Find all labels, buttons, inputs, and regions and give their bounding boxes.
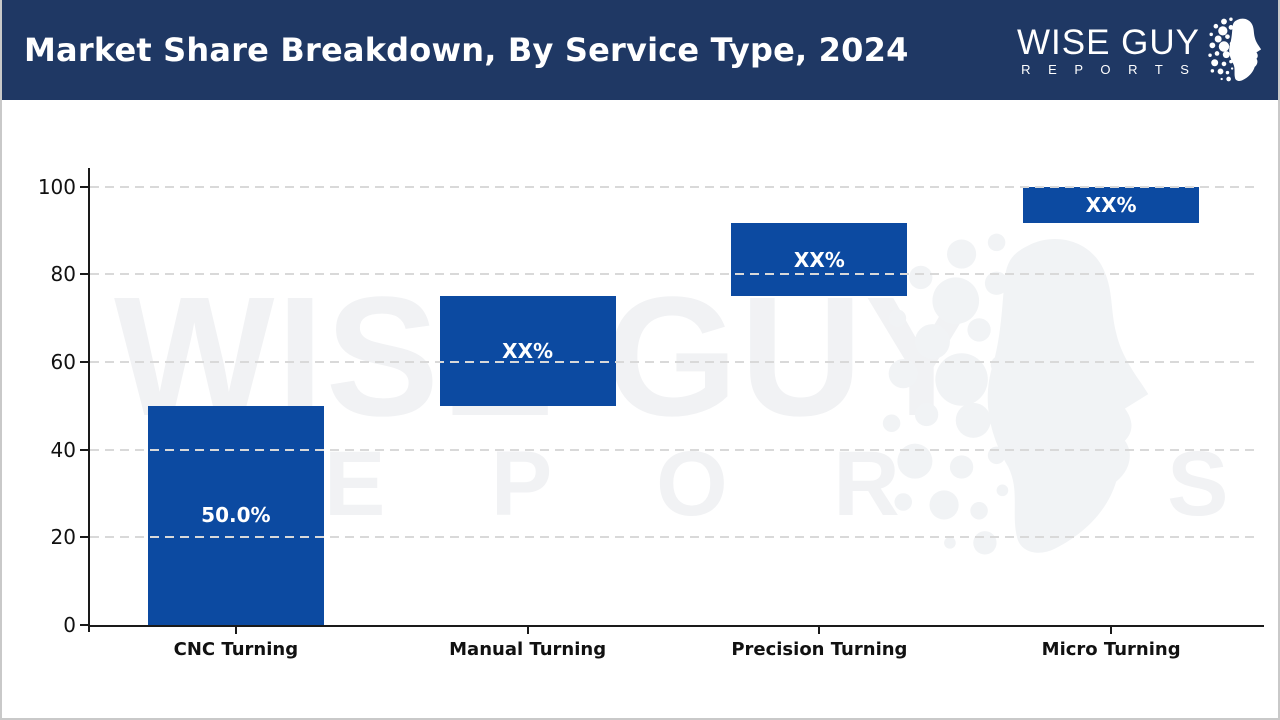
chart-title: Market Share Breakdown, By Service Type,… [24,31,909,69]
category-label-manual-turning: Manual Turning [449,639,607,660]
y-axis-tick [80,536,88,539]
y-axis-tick-label: 0 [63,613,76,637]
x-axis-tick [526,627,529,634]
category-label-cnc-turning: CNC Turning [173,639,299,660]
bar-value-label: XX% [793,247,845,272]
gridline-20 [90,536,1257,539]
bar-value-label: XX% [1085,192,1137,217]
bar-micro-turning [1023,186,1200,223]
gridline-60 [90,360,1257,363]
category-label-precision-turning: Precision Turning [731,639,908,660]
x-axis-tick [1110,627,1113,634]
gridline-100 [90,185,1257,188]
y-axis-tick-label: 20 [50,525,76,550]
logo-text: WISE GUY R E P O R T S [1017,25,1200,76]
y-axis-tick [80,273,88,276]
y-axis-tick-label: 40 [50,437,76,462]
wise-guy-reports-logo: WISE GUY R E P O R T S [1017,6,1264,94]
x-axis-tick [234,627,237,634]
bar-manual-turning [439,296,616,406]
bar-cnc-turning [147,405,324,625]
logo-face-icon [1208,17,1262,82]
y-axis-tick [80,185,88,188]
gridline-40 [90,448,1257,451]
y-axis-tick-label: 100 [37,174,76,199]
y-axis-tick [80,448,88,451]
y-axis-line [88,168,90,632]
logo-wordmark: WISE GUY [1016,22,1200,62]
y-axis-tick [80,624,88,626]
bar-value-label: 50.0% [201,503,271,528]
header-bar: Market Share Breakdown, By Service Type,… [2,0,1278,100]
x-axis-line [88,625,1264,627]
y-axis-tick-label: 60 [50,349,76,374]
bar-precision-turning [731,222,908,297]
gridline-80 [90,273,1257,276]
y-axis-tick [80,360,88,363]
x-axis-tick [818,627,821,634]
logo-subtitle: R E P O R T S [1021,61,1196,77]
y-axis-tick-label: 80 [50,262,76,287]
category-label-micro-turning: Micro Turning [1041,639,1181,660]
bar-value-label: XX% [502,338,554,363]
